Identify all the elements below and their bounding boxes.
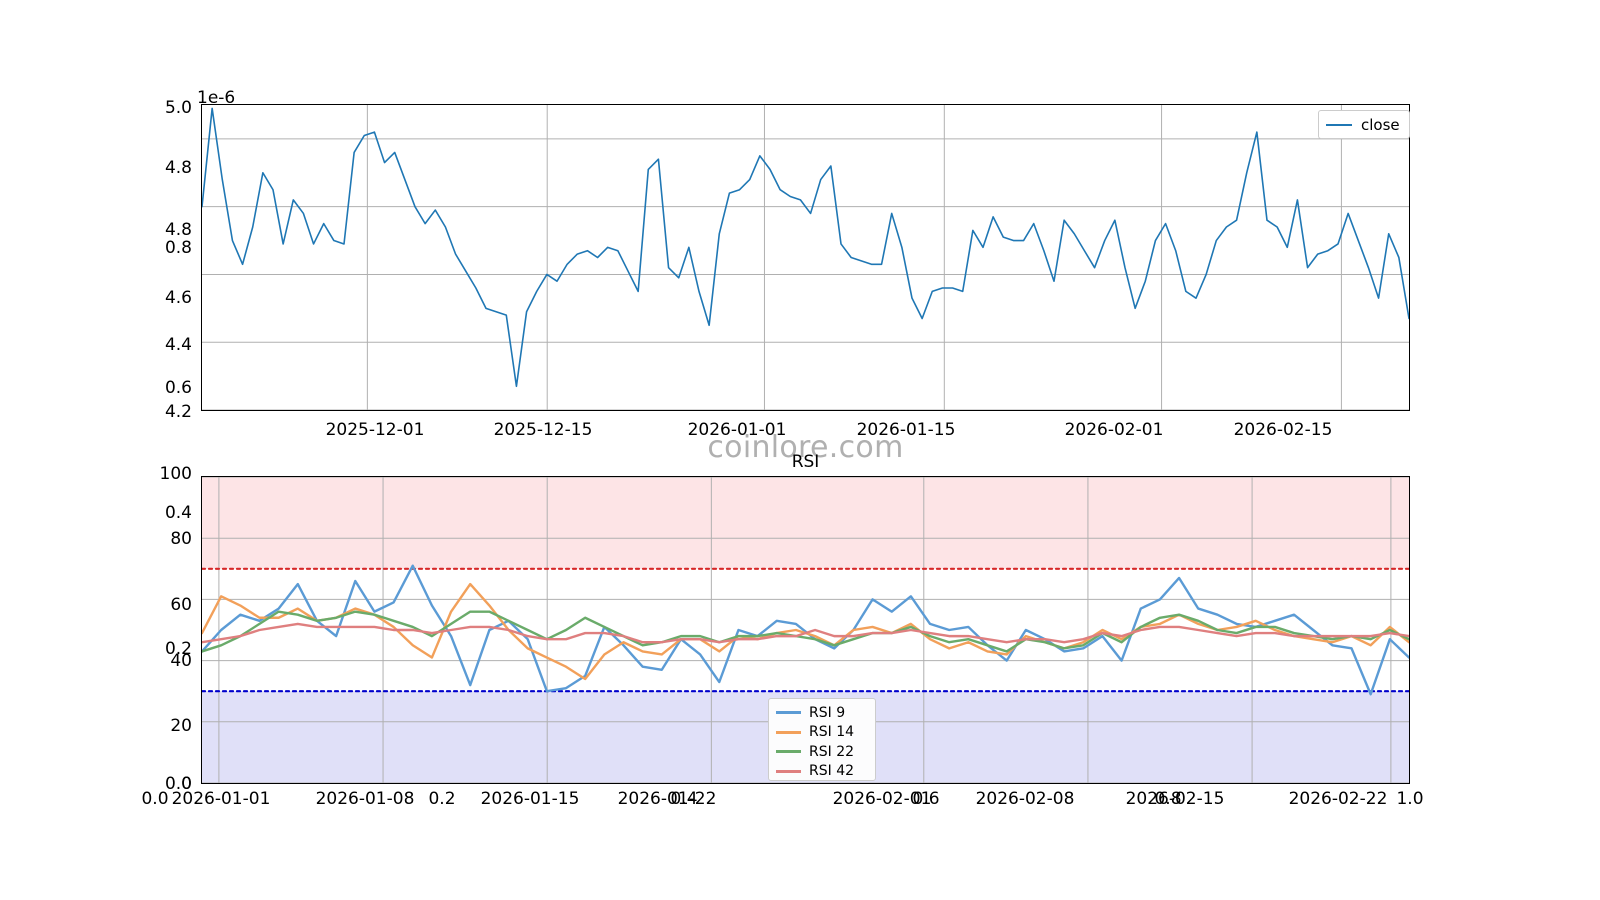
price-xtick-2: 2026-01-01 — [687, 420, 787, 440]
price-chart-panel — [201, 104, 1410, 411]
rsi-ytick-100: 100 — [159, 464, 192, 484]
rsi-xtick-secondary-4: 0.8 — [1154, 789, 1182, 809]
rsi-ytick-secondary-0.4: 0.4 — [164, 503, 192, 523]
rsi-xtick-secondary-1: 0.2 — [428, 789, 456, 809]
rsi-xtick-secondary-3: 0.6 — [912, 789, 940, 809]
rsi-xtick-1: 2026-01-08 — [315, 789, 415, 809]
price-ytick-4.6: 4.6 — [164, 288, 192, 308]
price-xtick-1: 2025-12-15 — [493, 420, 593, 440]
price-xtick-4: 2026-02-01 — [1064, 420, 1164, 440]
legend-line-swatch-rsi-42 — [776, 769, 801, 773]
legend-label-rsi-9: RSI 9 — [809, 704, 846, 721]
rsi-xtick-4: 2026-02-01 — [832, 789, 932, 809]
price-xtick-0: 2025-12-01 — [325, 420, 425, 440]
price-ytick-4.8-upper: 4.8 — [164, 158, 192, 178]
rsi-xtick-secondary-2: 0.4 — [670, 789, 698, 809]
rsi-ytick-0: 0 — [181, 774, 192, 794]
legend-item-rsi-22[interactable]: RSI 22 — [776, 742, 868, 762]
rsi-panel-title: RSI — [791, 452, 820, 472]
rsi-ytick-secondary-0.0: 0.0 — [164, 774, 192, 794]
price-xtick-5: 2026-02-15 — [1233, 420, 1333, 440]
legend-line-swatch-close — [1326, 123, 1352, 126]
price-chart-legend[interactable]: close — [1318, 110, 1410, 139]
price-ytick-secondary-0.6: 0.6 — [164, 378, 192, 398]
rsi-xtick-3: 2026-01-22 — [617, 789, 717, 809]
rsi-xtick-7: 2026-02-22 — [1288, 789, 1388, 809]
price-ytick-5.0: 5.0 — [164, 98, 192, 118]
rsi-xtick-6: 2026-02-15 — [1125, 789, 1225, 809]
coinlore-watermark: coinlore.com — [707, 430, 904, 465]
legend-item-rsi-42[interactable]: RSI 42 — [776, 762, 868, 782]
rsi-xtick-0: 2026-01-01 — [171, 789, 271, 809]
legend-label-rsi-22: RSI 22 — [809, 743, 855, 760]
price-ytick-secondary-0.8: 0.8 — [164, 238, 192, 258]
legend-item-rsi-14[interactable]: RSI 14 — [776, 723, 868, 743]
rsi-ytick-secondary-0.2: 0.2 — [164, 639, 192, 659]
rsi-xtick-secondary-0: 0.0 — [141, 789, 169, 809]
legend-item-rsi-9[interactable]: RSI 9 — [776, 703, 868, 723]
price-axis-offset-text: 1e-6 — [197, 88, 236, 108]
rsi-ytick-20: 20 — [170, 716, 192, 736]
price-ytick-4.2: 4.2 — [164, 402, 192, 422]
legend-label-rsi-14: RSI 14 — [809, 724, 855, 741]
price-line-plot — [202, 105, 1409, 410]
rsi-xtick-2: 2026-01-15 — [480, 789, 580, 809]
rsi-ytick-40: 40 — [170, 651, 192, 671]
legend-label-rsi-42: RSI 42 — [809, 763, 855, 780]
legend-line-swatch-rsi-9 — [776, 711, 801, 715]
rsi-xtick-5: 2026-02-08 — [975, 789, 1075, 809]
legend-line-swatch-rsi-22 — [776, 750, 801, 754]
legend-line-swatch-rsi-14 — [776, 730, 801, 734]
rsi-ytick-60: 60 — [170, 595, 192, 615]
rsi-xtick-secondary-5: 1.0 — [1396, 789, 1424, 809]
price-ytick-4.8: 4.8 — [164, 220, 192, 240]
rsi-chart-legend[interactable]: RSI 9 RSI 14 RSI 22 RSI 42 — [768, 698, 876, 781]
price-ytick-4.4: 4.4 — [164, 335, 192, 355]
legend-label-close: close — [1361, 115, 1400, 134]
price-xtick-3: 2026-01-15 — [856, 420, 956, 440]
rsi-ytick-80: 80 — [170, 529, 192, 549]
